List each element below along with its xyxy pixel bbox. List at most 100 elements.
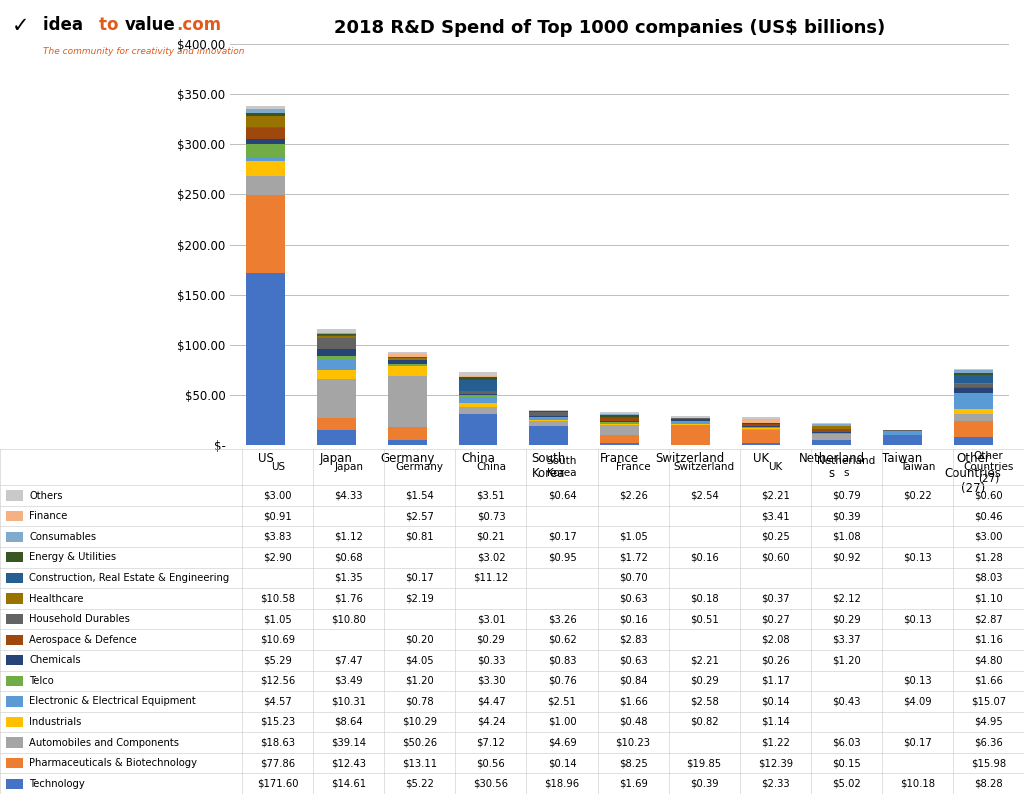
Bar (247, 195, 286, 273)
Text: $8.25: $8.25 (618, 758, 647, 768)
Text: $4.95: $4.95 (974, 717, 1002, 727)
Text: $7.12: $7.12 (476, 738, 506, 747)
Text: $2.08: $2.08 (761, 634, 790, 645)
Text: $3.02: $3.02 (476, 553, 505, 562)
Bar (883, 431, 922, 435)
Text: South
Korea: South Korea (547, 456, 578, 478)
Bar (317, 379, 356, 418)
Text: $18.63: $18.63 (260, 738, 295, 747)
Text: $10.23: $10.23 (615, 738, 650, 747)
Bar (600, 425, 639, 435)
Text: $1.76: $1.76 (335, 593, 364, 603)
Text: $0.20: $0.20 (406, 634, 434, 645)
Text: $2.87: $2.87 (974, 614, 1002, 624)
Text: $0.46: $0.46 (974, 511, 1002, 521)
Text: Energy & Utilities: Energy & Utilities (29, 553, 116, 562)
Bar (671, 421, 710, 424)
Bar (317, 349, 356, 356)
Text: Household Durables: Household Durables (29, 614, 130, 624)
Text: $0.82: $0.82 (690, 717, 719, 727)
Text: $0.26: $0.26 (761, 655, 790, 665)
FancyBboxPatch shape (6, 655, 23, 666)
Bar (741, 428, 780, 429)
Bar (600, 435, 639, 444)
Text: $6.03: $6.03 (833, 738, 860, 747)
FancyBboxPatch shape (6, 614, 23, 624)
FancyBboxPatch shape (6, 758, 23, 768)
Bar (317, 329, 356, 333)
Text: $10.18: $10.18 (900, 779, 935, 788)
Text: $0.73: $0.73 (476, 511, 505, 521)
Bar (741, 419, 780, 423)
Bar (812, 429, 851, 432)
Text: $0.29: $0.29 (831, 614, 861, 624)
Text: $14.61: $14.61 (331, 779, 367, 788)
Text: $11.12: $11.12 (473, 573, 509, 583)
Text: $0.43: $0.43 (833, 696, 860, 707)
Text: $0.17: $0.17 (903, 738, 932, 747)
Text: $5.02: $5.02 (831, 779, 861, 788)
Bar (459, 395, 498, 398)
Text: $0.83: $0.83 (548, 655, 577, 665)
Text: $19.85: $19.85 (687, 758, 722, 768)
Text: $6.36: $6.36 (974, 738, 1002, 747)
Bar (459, 380, 498, 391)
Text: $10.31: $10.31 (332, 696, 367, 707)
Text: $2.51: $2.51 (548, 696, 577, 707)
Bar (247, 176, 286, 195)
Bar (317, 336, 356, 338)
Bar (671, 424, 710, 425)
Text: Other
Countries
(27): Other Countries (27) (964, 451, 1014, 484)
Text: $0.56: $0.56 (476, 758, 505, 768)
Text: $50.26: $50.26 (402, 738, 437, 747)
Text: $0.62: $0.62 (548, 634, 577, 645)
Bar (247, 273, 286, 445)
Text: France: France (615, 462, 650, 472)
Text: $2.90: $2.90 (263, 553, 292, 562)
Bar (317, 333, 356, 334)
Text: $2.21: $2.21 (690, 655, 719, 665)
Text: $5.29: $5.29 (263, 655, 292, 665)
Bar (459, 377, 498, 380)
Text: $1.54: $1.54 (406, 491, 434, 500)
Text: $1.08: $1.08 (833, 532, 860, 542)
Text: $3.37: $3.37 (833, 634, 860, 645)
Text: $3.26: $3.26 (548, 614, 577, 624)
FancyBboxPatch shape (6, 634, 23, 645)
Bar (247, 113, 286, 116)
Text: $10.29: $10.29 (402, 717, 437, 727)
Text: $3.83: $3.83 (263, 532, 292, 542)
Bar (247, 161, 286, 176)
Bar (388, 353, 427, 354)
Text: $2.21: $2.21 (761, 491, 790, 500)
Bar (741, 424, 780, 427)
Bar (812, 427, 851, 428)
Text: $0.13: $0.13 (903, 614, 932, 624)
Text: $1.12: $1.12 (335, 532, 364, 542)
Text: $171.60: $171.60 (257, 779, 298, 788)
Text: $0.79: $0.79 (831, 491, 861, 500)
Text: $0.63: $0.63 (618, 593, 647, 603)
Bar (883, 435, 922, 445)
Bar (953, 371, 992, 374)
Bar (812, 432, 851, 433)
Text: Technology: Technology (29, 779, 85, 788)
Text: $1.66: $1.66 (974, 676, 1002, 686)
Text: $1.69: $1.69 (618, 779, 647, 788)
Bar (388, 439, 427, 445)
Bar (671, 419, 710, 421)
Bar (812, 440, 851, 445)
Text: $0.21: $0.21 (476, 532, 505, 542)
Bar (388, 357, 427, 358)
Text: $15.23: $15.23 (260, 717, 295, 727)
Text: Telco: Telco (29, 676, 54, 686)
Text: idea: idea (43, 16, 89, 34)
Text: Switzerland: Switzerland (674, 462, 735, 472)
Bar (459, 372, 498, 376)
Bar (953, 374, 992, 375)
Bar (600, 422, 639, 423)
Text: Finance: Finance (29, 511, 68, 521)
Text: $12.39: $12.39 (758, 758, 793, 768)
FancyBboxPatch shape (6, 737, 23, 747)
Bar (529, 416, 568, 417)
